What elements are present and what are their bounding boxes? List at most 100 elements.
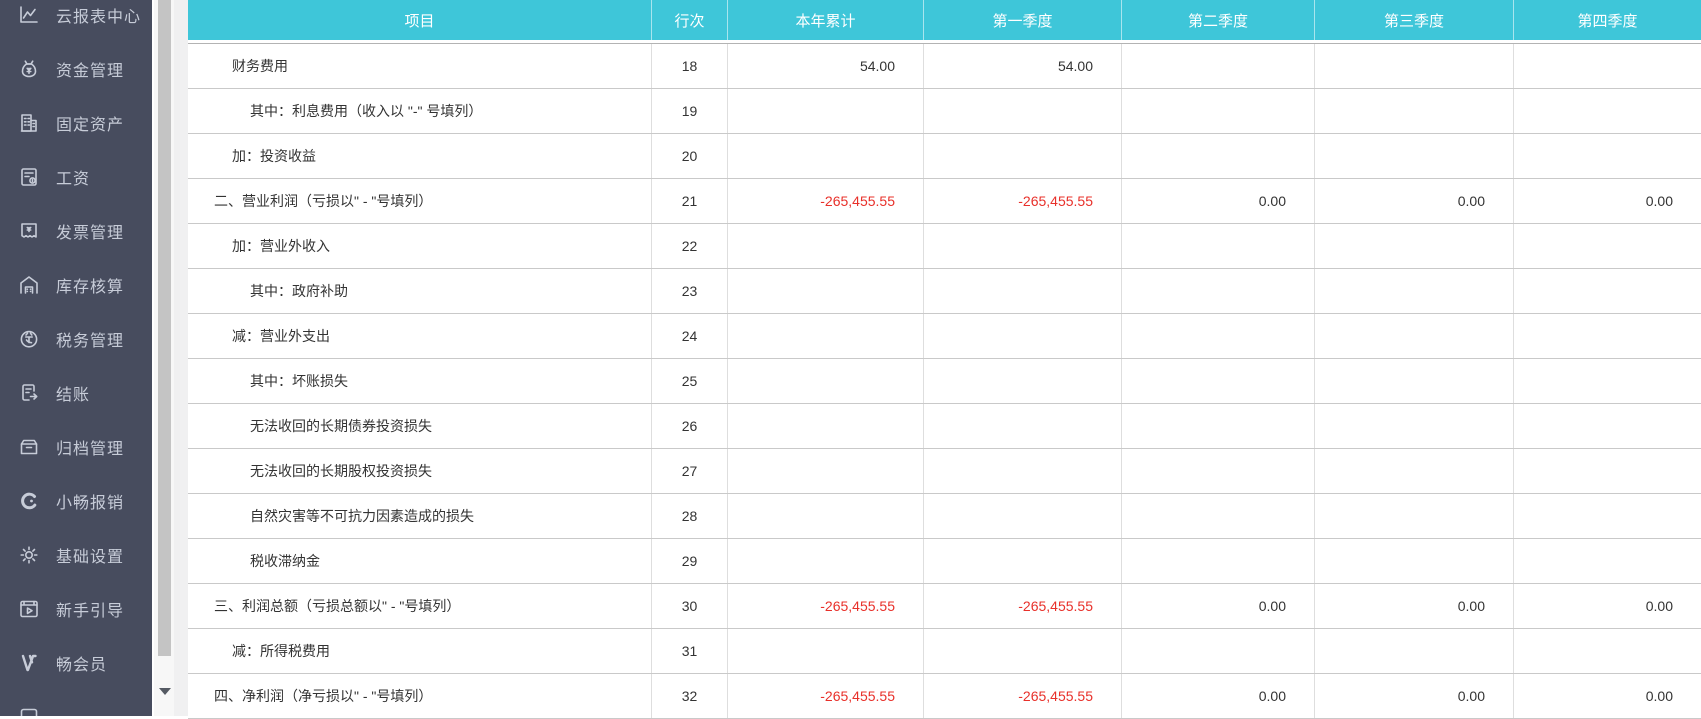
income-statement-table: 项目 行次 本年累计 第一季度 第二季度 第三季度 第四季度 财务费用 18 54.00 54.0… (188, 0, 1701, 719)
column-header-第一季度: 第一季度 (924, 0, 1122, 40)
value-cell (1514, 404, 1701, 448)
value-cell (1315, 494, 1514, 538)
value-cell (1122, 89, 1315, 133)
item-label-cell: 财务费用 (188, 44, 652, 88)
value-cell (728, 269, 924, 313)
table-row: 加：营业外收入 22 (188, 224, 1701, 269)
sidebar-item-label: 发票管理 (56, 225, 125, 242)
table-row: 其中：利息费用（收入以 "-" 号填列） 19 (188, 89, 1701, 134)
value-cell (1122, 449, 1315, 493)
sidebar-item-label: 归档管理 (56, 441, 125, 458)
value-cell (728, 539, 924, 583)
item-label-cell: 加：投资收益 (188, 134, 652, 178)
scrollbar-down-arrow-icon[interactable] (159, 688, 171, 695)
value-cell (728, 89, 924, 133)
sidebar-item-partial[interactable] (0, 690, 152, 716)
chang-logo-icon (17, 489, 41, 513)
line-number-cell: 30 (652, 584, 728, 628)
item-label-cell: 无法收回的长期债券投资损失 (188, 404, 652, 448)
line-chart-icon (17, 3, 41, 27)
value-cell: 54.00 (924, 44, 1122, 88)
value-cell (924, 314, 1122, 358)
scrollbar-thumb[interactable] (158, 0, 171, 656)
line-number-cell: 18 (652, 44, 728, 88)
item-label-cell: 其中：政府补助 (188, 269, 652, 313)
sidebar-scrollbar[interactable] (152, 0, 174, 716)
sidebar-item-发票管理[interactable]: 发票管理 (0, 204, 152, 258)
value-cell (1514, 269, 1701, 313)
table-row: 其中：坏账损失 25 (188, 359, 1701, 404)
table-row: 减：营业外支出 24 (188, 314, 1701, 359)
sidebar-item-label: 资金管理 (56, 63, 125, 80)
video-guide-icon (17, 597, 41, 621)
sidebar-item-结账[interactable]: 结账 (0, 366, 152, 420)
item-label-cell: 税收滞纳金 (188, 539, 652, 583)
value-cell (728, 404, 924, 448)
content-gap (174, 0, 188, 716)
sidebar-item-固定资产[interactable]: 固定资产 (0, 96, 152, 150)
value-cell (1122, 539, 1315, 583)
table-row: 二、营业利润（亏损以" - "号填列） 21 -265,455.55 -265,455… (188, 179, 1701, 224)
invoice-icon (17, 219, 41, 243)
table-row: 加：投资收益 20 (188, 134, 1701, 179)
sidebar-item-label: 基础设置 (56, 549, 125, 566)
table-body: 财务费用 18 54.00 54.00 其中：利息费用（收入以 "-" 号填列） 19 加：… (188, 43, 1701, 719)
value-cell (728, 359, 924, 403)
item-label-cell: 减：营业外支出 (188, 314, 652, 358)
item-label-cell: 二、营业利润（亏损以" - "号填列） (188, 179, 652, 223)
sidebar-item-新手引导[interactable]: 新手引导 (0, 582, 152, 636)
value-cell (1514, 359, 1701, 403)
sidebar-item-基础设置[interactable]: 基础设置 (0, 528, 152, 582)
table-row: 财务费用 18 54.00 54.00 (188, 44, 1701, 89)
value-cell (1122, 224, 1315, 268)
item-label-cell: 其中：利息费用（收入以 "-" 号填列） (188, 89, 652, 133)
sidebar-item-归档管理[interactable]: 归档管理 (0, 420, 152, 474)
value-cell (924, 359, 1122, 403)
column-header-第二季度: 第二季度 (1122, 0, 1315, 40)
table-row: 自然灾害等不可抗力因素造成的损失 28 (188, 494, 1701, 539)
building-icon (17, 111, 41, 135)
item-label-cell: 三、利润总额（亏损总额以" - "号填列） (188, 584, 652, 628)
value-cell (924, 89, 1122, 133)
sidebar-item-资金管理[interactable]: 资金管理 (0, 42, 152, 96)
value-cell (1514, 44, 1701, 88)
sidebar-item-库存核算[interactable]: 库存核算 (0, 258, 152, 312)
column-header-项目: 项目 (188, 0, 652, 40)
money-bag-icon (17, 57, 41, 81)
value-cell (924, 539, 1122, 583)
sidebar-item-工资[interactable]: 工资 (0, 150, 152, 204)
value-cell (924, 404, 1122, 448)
sidebar-item-云报表中心[interactable]: 云报表中心 (0, 0, 152, 42)
sidebar-item-小畅报销[interactable]: 小畅报销 (0, 474, 152, 528)
value-cell (1514, 494, 1701, 538)
value-cell (1315, 404, 1514, 448)
value-cell: 0.00 (1315, 674, 1514, 718)
line-number-cell: 19 (652, 89, 728, 133)
value-cell (924, 494, 1122, 538)
value-cell: 0.00 (1122, 584, 1315, 628)
value-cell (1315, 269, 1514, 313)
tax-seal-icon (17, 327, 41, 351)
value-cell (1514, 314, 1701, 358)
sidebar: 云报表中心资金管理固定资产 工资发票管理库存核算 税务管理 结账归档管理小畅报销基础设… (0, 0, 152, 716)
value-cell (1315, 314, 1514, 358)
sidebar-item-畅会员[interactable]: 畅会员 (0, 636, 152, 690)
line-number-cell: 24 (652, 314, 728, 358)
value-cell (1315, 449, 1514, 493)
value-cell (1315, 539, 1514, 583)
value-cell (1122, 44, 1315, 88)
line-number-cell: 26 (652, 404, 728, 448)
sidebar-item-税务管理[interactable]: 税务管理 (0, 312, 152, 366)
table-row: 其中：政府补助 23 (188, 269, 1701, 314)
value-cell: 0.00 (1645, 193, 1673, 209)
value-cell (924, 134, 1122, 178)
line-number-cell: 29 (652, 539, 728, 583)
value-cell (1122, 314, 1315, 358)
line-number-cell: 20 (652, 134, 728, 178)
value-cell (1122, 494, 1315, 538)
value-cell (728, 224, 924, 268)
table-row: 无法收回的长期股权投资损失 27 (188, 449, 1701, 494)
value-cell: -265,455.55 (924, 584, 1122, 628)
column-header-第三季度: 第三季度 (1315, 0, 1514, 40)
value-cell (1122, 359, 1315, 403)
